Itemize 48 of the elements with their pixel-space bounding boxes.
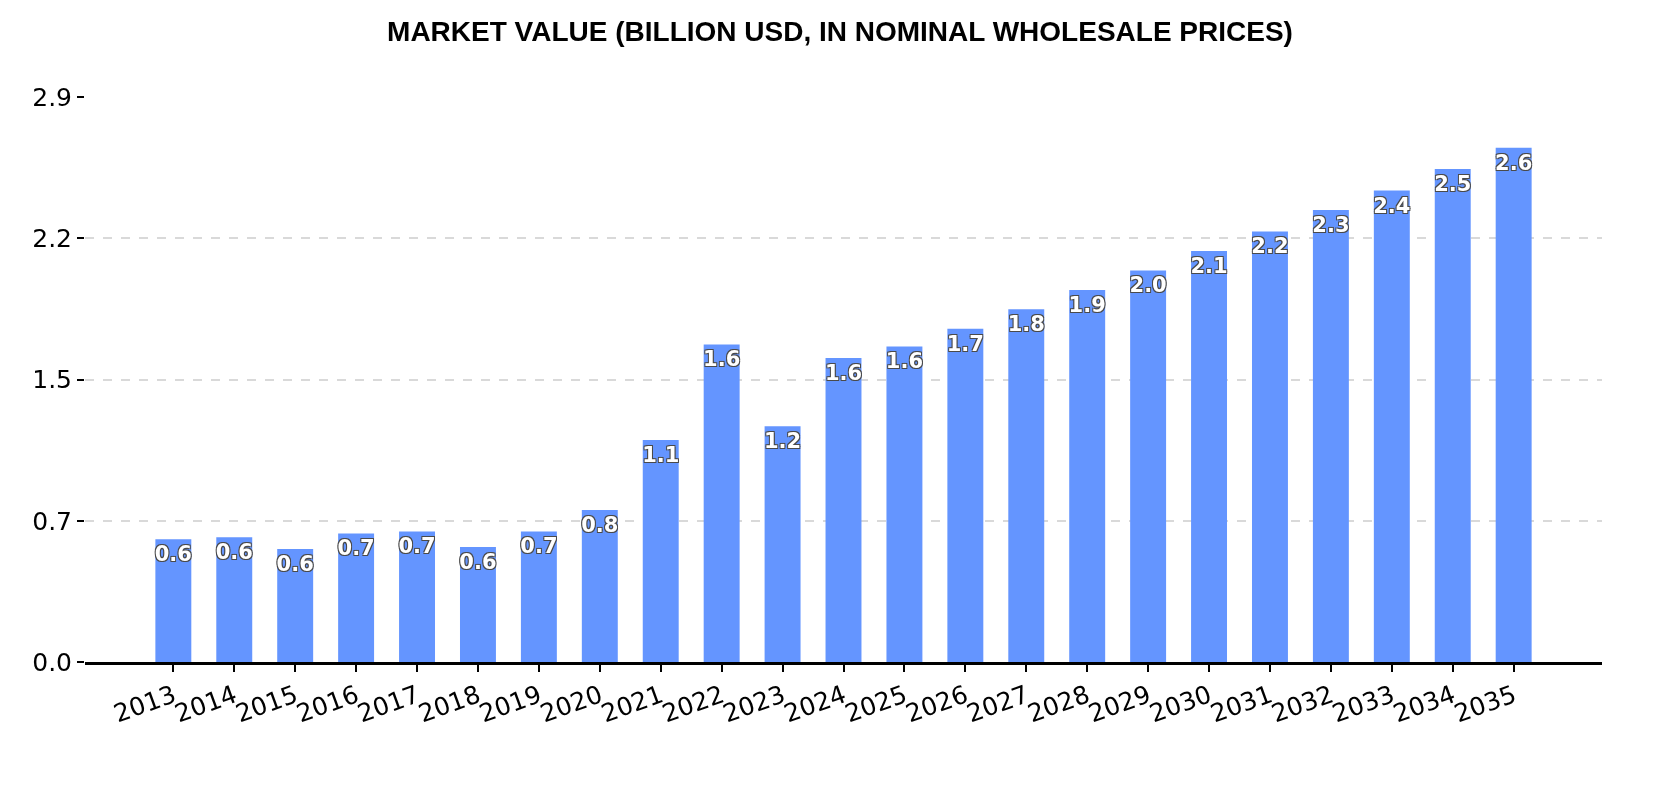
bar xyxy=(1373,190,1410,662)
data-label: 1.7 xyxy=(946,331,984,356)
data-label: 2.4 xyxy=(1373,193,1411,218)
data-label: 1.6 xyxy=(703,347,741,372)
bar xyxy=(581,510,618,662)
y-tick-label: 0.0 xyxy=(32,647,72,677)
bar xyxy=(1434,169,1471,662)
bar xyxy=(520,531,557,662)
data-label: 1.1 xyxy=(642,442,680,467)
data-label: 0.6 xyxy=(215,540,253,565)
data-label: 1.8 xyxy=(1007,312,1045,337)
data-label: 0.6 xyxy=(459,550,497,575)
bar xyxy=(1495,147,1532,662)
data-label: 2.2 xyxy=(1251,234,1289,259)
data-label: 2.6 xyxy=(1495,150,1533,175)
data-label: 0.7 xyxy=(337,536,375,561)
bar xyxy=(1130,270,1167,662)
data-label: 2.1 xyxy=(1190,253,1228,278)
data-label: 1.6 xyxy=(885,349,924,374)
chart-title: MARKET VALUE (BILLION USD, IN NOMINAL WHOLESALE PRICES) xyxy=(387,15,1293,47)
bar xyxy=(338,533,375,662)
bar xyxy=(399,531,436,662)
bar xyxy=(1312,210,1349,662)
bar xyxy=(886,346,923,662)
bar xyxy=(764,426,801,662)
bar xyxy=(703,344,740,662)
data-label: 0.6 xyxy=(154,542,192,567)
bar xyxy=(947,328,984,662)
data-label: 0.6 xyxy=(276,552,314,576)
bar xyxy=(1069,289,1106,662)
bar xyxy=(1008,309,1045,662)
data-label: 2.5 xyxy=(1434,172,1472,197)
data-label: 2.3 xyxy=(1312,213,1350,237)
y-tick-label: 2.2 xyxy=(32,224,72,253)
data-label: 0.7 xyxy=(398,534,436,559)
data-label: 0.8 xyxy=(581,513,619,538)
y-tick-label: 2.9 xyxy=(32,82,72,112)
bar xyxy=(825,358,862,662)
data-label: 1.2 xyxy=(763,429,802,454)
y-tick-label: 0.7 xyxy=(32,506,72,536)
data-label: 0.7 xyxy=(520,534,558,559)
data-label: 1.9 xyxy=(1068,292,1106,317)
bar xyxy=(642,439,679,662)
bar xyxy=(1191,250,1228,662)
bar xyxy=(1251,231,1288,662)
y-tick-label: 1.5 xyxy=(32,365,72,395)
data-label: 2.0 xyxy=(1129,273,1167,298)
data-label: 1.6 xyxy=(824,361,863,386)
